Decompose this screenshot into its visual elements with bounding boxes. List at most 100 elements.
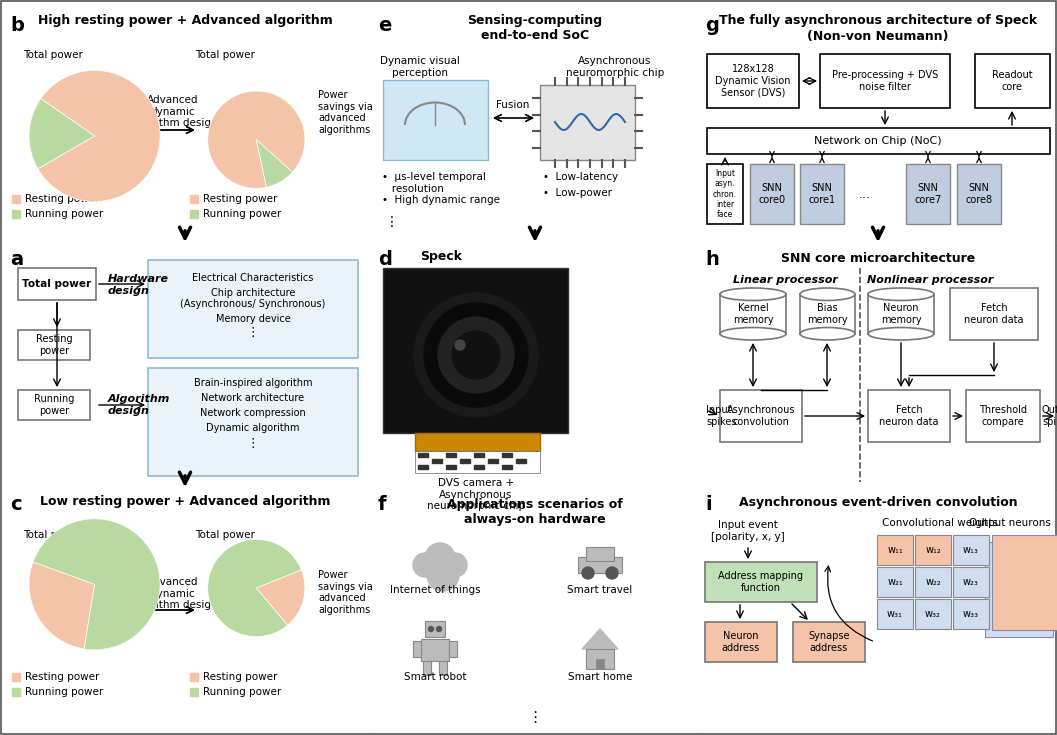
Text: Internet of things: Internet of things <box>390 585 480 595</box>
Bar <box>707 54 799 108</box>
Wedge shape <box>256 140 293 187</box>
Ellipse shape <box>868 288 934 301</box>
Text: DVS camera +
Asynchronous
neuromorphic chip: DVS camera + Asynchronous neuromorphic c… <box>427 478 525 512</box>
Bar <box>953 567 989 597</box>
Text: Fetch
neuron data: Fetch neuron data <box>879 405 939 427</box>
Bar <box>460 459 470 463</box>
Bar <box>868 390 950 442</box>
Text: Speck: Speck <box>420 250 462 263</box>
Bar <box>720 294 786 334</box>
Bar <box>12 210 20 218</box>
Text: •  High dynamic range: • High dynamic range <box>382 195 500 205</box>
Text: Smart travel: Smart travel <box>568 585 633 595</box>
Wedge shape <box>256 570 304 625</box>
Bar <box>148 368 358 476</box>
Text: Brain-inspired algorithm: Brain-inspired algorithm <box>193 378 312 388</box>
Bar <box>383 80 488 160</box>
Bar <box>446 453 456 457</box>
Polygon shape <box>582 629 618 649</box>
Bar <box>12 688 20 696</box>
Bar <box>12 195 20 203</box>
Ellipse shape <box>868 328 934 340</box>
Ellipse shape <box>720 328 786 340</box>
Text: SNN
core1: SNN core1 <box>809 183 836 205</box>
Circle shape <box>452 331 500 379</box>
Text: SNN core microarchitecture: SNN core microarchitecture <box>781 252 976 265</box>
Circle shape <box>437 626 442 631</box>
Bar <box>793 622 865 662</box>
Text: Running power: Running power <box>203 687 281 697</box>
Bar <box>8 254 366 484</box>
Text: ⋮: ⋮ <box>246 326 259 339</box>
Text: The fully asynchronous architecture of Speck: The fully asynchronous architecture of S… <box>719 14 1037 27</box>
Text: Applications scenarios of
always-on hardware: Applications scenarios of always-on hard… <box>447 498 623 526</box>
Text: •  Low-power: • Low-power <box>543 188 612 198</box>
Text: Total power: Total power <box>196 50 255 60</box>
Bar <box>418 453 428 457</box>
Text: Smart home: Smart home <box>568 672 632 682</box>
Text: w₃₁: w₃₁ <box>887 609 903 619</box>
Text: Asynchronous
convolution: Asynchronous convolution <box>727 405 795 427</box>
Text: 128x128
Dynamic Vision
Sensor (DVS): 128x128 Dynamic Vision Sensor (DVS) <box>716 65 791 98</box>
Text: Kernel
memory: Kernel memory <box>733 304 774 325</box>
Text: Output neurons: Output neurons <box>969 518 1051 528</box>
Bar <box>439 661 447 675</box>
Circle shape <box>455 340 465 350</box>
Text: Hardware
design: Hardware design <box>108 274 169 295</box>
Text: ⋮: ⋮ <box>385 215 398 229</box>
Wedge shape <box>208 91 304 188</box>
Text: a: a <box>10 250 23 269</box>
Circle shape <box>606 567 618 579</box>
Ellipse shape <box>800 288 855 301</box>
Text: Input
spikes: Input spikes <box>706 405 737 427</box>
Text: Electrical Characteristics: Electrical Characteristics <box>192 273 314 283</box>
Bar <box>18 268 96 300</box>
Bar <box>707 128 1050 154</box>
Bar <box>978 549 1046 644</box>
Text: Resting power: Resting power <box>203 672 277 682</box>
Bar <box>432 459 442 463</box>
Bar <box>190 210 198 218</box>
Text: Sensing-computing
end-to-end SoC: Sensing-computing end-to-end SoC <box>467 14 602 42</box>
Bar <box>190 673 198 681</box>
Text: Low resting power + Advanced algorithm: Low resting power + Advanced algorithm <box>40 495 330 508</box>
Text: Running power: Running power <box>25 209 104 219</box>
Text: Algorithm
design: Algorithm design <box>108 394 170 416</box>
Text: Network architecture: Network architecture <box>202 393 304 403</box>
Text: SNN
core8: SNN core8 <box>965 183 993 205</box>
Text: Pre-processing + DVS
noise filter: Pre-processing + DVS noise filter <box>832 71 939 92</box>
Text: Total power: Total power <box>23 530 82 540</box>
Bar <box>415 451 540 473</box>
Text: Convolutional weights: Convolutional weights <box>882 518 998 528</box>
Text: Network compression: Network compression <box>200 408 305 418</box>
Text: ...: ... <box>859 187 871 201</box>
Bar <box>975 54 1050 108</box>
Text: w₁₃: w₁₃ <box>963 545 979 555</box>
Bar <box>586 649 614 669</box>
Circle shape <box>438 317 514 393</box>
Text: Smart robot: Smart robot <box>404 672 466 682</box>
Bar <box>502 453 512 457</box>
Bar <box>707 164 743 224</box>
Text: (Asynchronous/ Synchronous): (Asynchronous/ Synchronous) <box>181 299 326 309</box>
Text: SNN
core0: SNN core0 <box>759 183 785 205</box>
Text: Network on Chip (NoC): Network on Chip (NoC) <box>814 136 942 146</box>
Bar <box>425 621 445 637</box>
Text: Asynchronous event-driven convolution: Asynchronous event-driven convolution <box>739 496 1017 509</box>
Text: ⋮: ⋮ <box>246 437 259 450</box>
Text: Advanced
dynamic
algorithm design: Advanced dynamic algorithm design <box>129 95 218 128</box>
Wedge shape <box>33 519 160 650</box>
Text: Fetch
neuron data: Fetch neuron data <box>964 304 1024 325</box>
Bar <box>877 567 913 597</box>
Text: Linear processor: Linear processor <box>733 275 837 285</box>
Text: Total power: Total power <box>22 279 92 289</box>
Bar <box>488 459 498 463</box>
Text: Resting power: Resting power <box>25 672 99 682</box>
Text: b: b <box>10 16 24 35</box>
Bar <box>421 639 449 661</box>
Text: Dynamic algorithm: Dynamic algorithm <box>206 423 300 433</box>
Wedge shape <box>30 562 95 649</box>
Text: Input
asyn.
chron.
inter
face: Input asyn. chron. inter face <box>713 169 737 219</box>
Bar <box>750 164 794 224</box>
Circle shape <box>443 553 467 577</box>
